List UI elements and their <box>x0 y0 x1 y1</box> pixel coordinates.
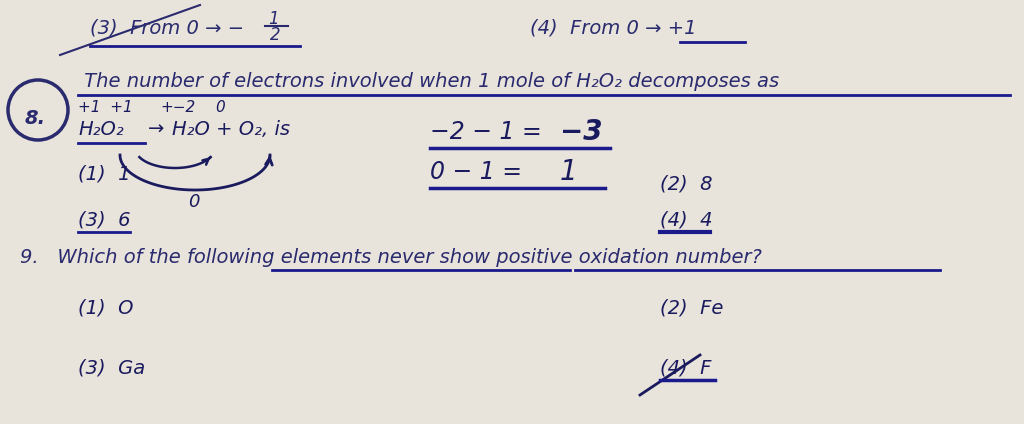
Text: H₂O + O₂, is: H₂O + O₂, is <box>172 120 290 139</box>
Text: +−2: +−2 <box>160 100 196 115</box>
Text: H₂O₂: H₂O₂ <box>78 120 124 139</box>
Text: +1  +1: +1 +1 <box>78 100 133 115</box>
Text: (3)  Ga: (3) Ga <box>78 358 145 377</box>
Text: 1: 1 <box>268 10 279 28</box>
Text: (1)  1: (1) 1 <box>78 165 130 184</box>
Text: (2)  8: (2) 8 <box>660 175 713 194</box>
Text: (2)  Fe: (2) Fe <box>660 298 723 317</box>
Text: 0 − 1 =: 0 − 1 = <box>430 160 522 184</box>
Text: 0: 0 <box>215 100 224 115</box>
Text: (1)  O: (1) O <box>78 298 133 317</box>
Text: 0: 0 <box>188 193 200 211</box>
Text: (3)  6: (3) 6 <box>78 210 130 229</box>
Text: (4)  4: (4) 4 <box>660 210 713 229</box>
Text: 8.: 8. <box>25 109 46 128</box>
Text: 1: 1 <box>560 158 578 186</box>
Text: →: → <box>148 120 165 139</box>
Text: The number of electrons involved when 1 mole of H₂O₂ decomposes as: The number of electrons involved when 1 … <box>78 72 779 91</box>
Text: −3: −3 <box>560 118 602 146</box>
Text: (3)  From 0 → −: (3) From 0 → − <box>90 18 244 37</box>
Text: 9.   Which of the following elements never show positive oxidation number?: 9. Which of the following elements never… <box>20 248 762 267</box>
Text: 2: 2 <box>270 26 281 44</box>
Text: −2 − 1 =: −2 − 1 = <box>430 120 542 144</box>
Text: (4)  F: (4) F <box>660 358 712 377</box>
Text: (4)  From 0 → +1: (4) From 0 → +1 <box>530 18 696 37</box>
